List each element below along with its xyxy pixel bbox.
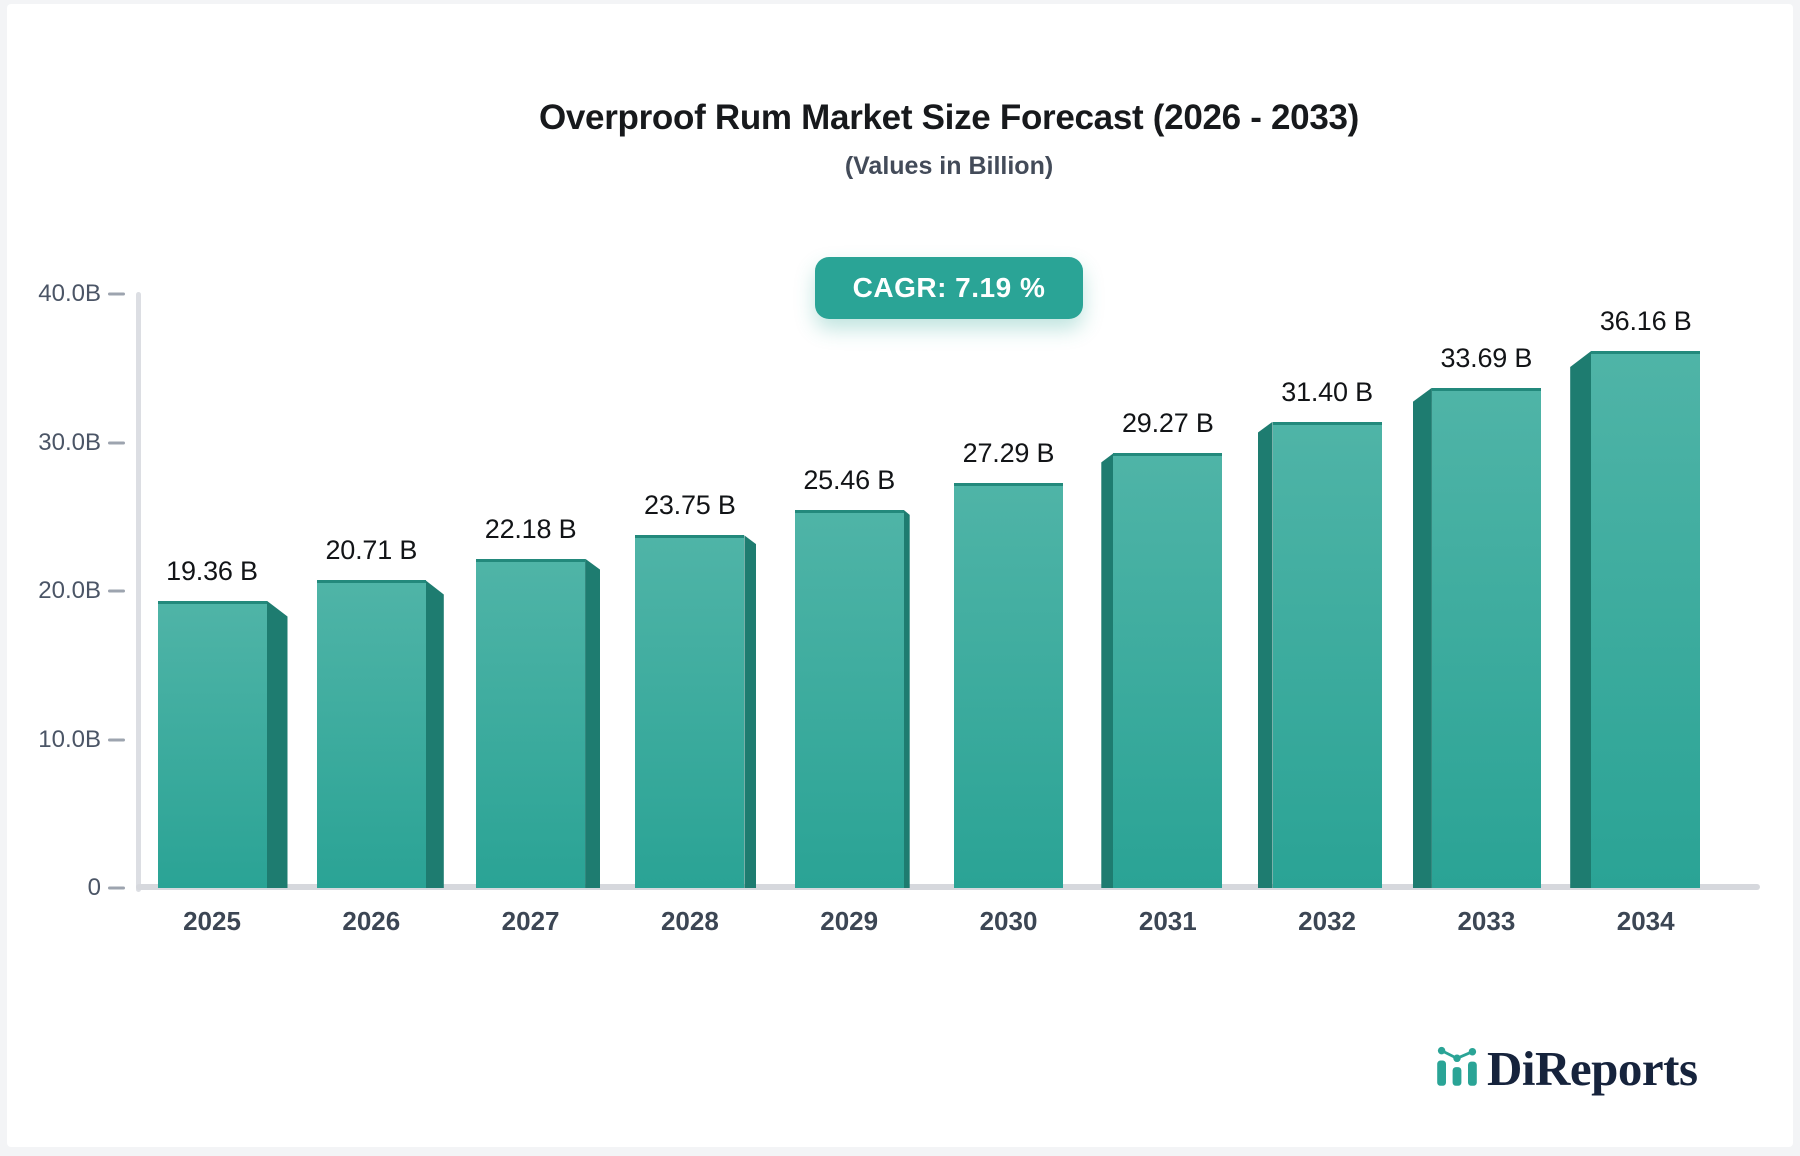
cagr-badge-band: CAGR: 7.19 %	[138, 257, 1760, 319]
y-tick-dash	[108, 441, 125, 444]
bar	[794, 509, 904, 888]
y-tick-label: 20.0B	[38, 577, 101, 604]
x-tick-label: 2031	[1138, 906, 1197, 936]
bar-value-label: 25.46 B	[803, 464, 896, 495]
bar-side	[1257, 421, 1273, 888]
y-tick-label: 10.0B	[38, 725, 101, 753]
bar-side	[903, 509, 910, 888]
y-tick-dash	[108, 738, 125, 741]
bar-side	[1412, 387, 1432, 888]
x-tick-label: 2027	[501, 906, 560, 936]
bar-value-label: 36.16 B	[1599, 306, 1692, 337]
y-tick-label: 0	[87, 874, 101, 901]
x-axis	[136, 884, 1760, 890]
brand-name: DiReports	[1487, 1041, 1698, 1096]
y-tick-label: 30.0B	[38, 428, 101, 456]
bar-value-label: 27.29 B	[962, 437, 1055, 468]
x-tick-label: 2033	[1457, 906, 1516, 936]
bar-value-label: 23.75 B	[644, 490, 736, 521]
brand-logo: DiReports	[1435, 1044, 1698, 1093]
bar	[1591, 351, 1701, 888]
bar-side	[266, 600, 288, 888]
bar-side	[425, 580, 444, 888]
bar-value-label: 33.69 B	[1440, 342, 1533, 373]
bar	[476, 558, 586, 888]
bar	[316, 580, 426, 888]
y-tick-dash	[108, 886, 125, 890]
bar	[1113, 453, 1223, 888]
x-tick-label: 2029	[820, 906, 879, 936]
bar-side	[744, 535, 757, 888]
bar-value-label: 20.71 B	[325, 535, 418, 566]
x-tick-label: 2032	[1298, 906, 1357, 936]
x-tick-label: 2025	[183, 906, 241, 936]
bar	[635, 535, 745, 888]
chart-card: Overproof Rum Market Size Forecast (2026…	[7, 4, 1793, 1147]
bar-value-label: 22.18 B	[484, 513, 577, 544]
x-tick-label: 2028	[660, 906, 719, 936]
bar-side	[1570, 351, 1592, 888]
cagr-badge: CAGR: 7.19 %	[814, 257, 1084, 319]
bar-value-label: 29.27 B	[1121, 408, 1214, 439]
bar	[954, 482, 1063, 888]
bar-side	[585, 558, 601, 888]
bar	[1272, 421, 1382, 888]
bar	[157, 600, 267, 888]
x-tick-label: 2026	[342, 906, 401, 936]
y-tick-dash	[108, 292, 125, 296]
page-subtitle: (Values in Billion)	[844, 152, 1054, 180]
bar-side	[1101, 453, 1114, 888]
x-tick-label: 2030	[979, 906, 1038, 936]
y-axis	[136, 292, 141, 892]
bar-value-label: 31.40 B	[1281, 376, 1373, 407]
y-tick-dash	[108, 589, 125, 593]
x-tick-label: 2034	[1616, 906, 1675, 936]
bar-value-label: 19.36 B	[166, 555, 258, 586]
bar	[1431, 387, 1541, 888]
page-title: Overproof Rum Market Size Forecast (2026…	[538, 98, 1360, 137]
mini-bar-line-chart-icon	[1435, 1044, 1479, 1093]
y-tick-label: 40.0B	[38, 280, 101, 307]
